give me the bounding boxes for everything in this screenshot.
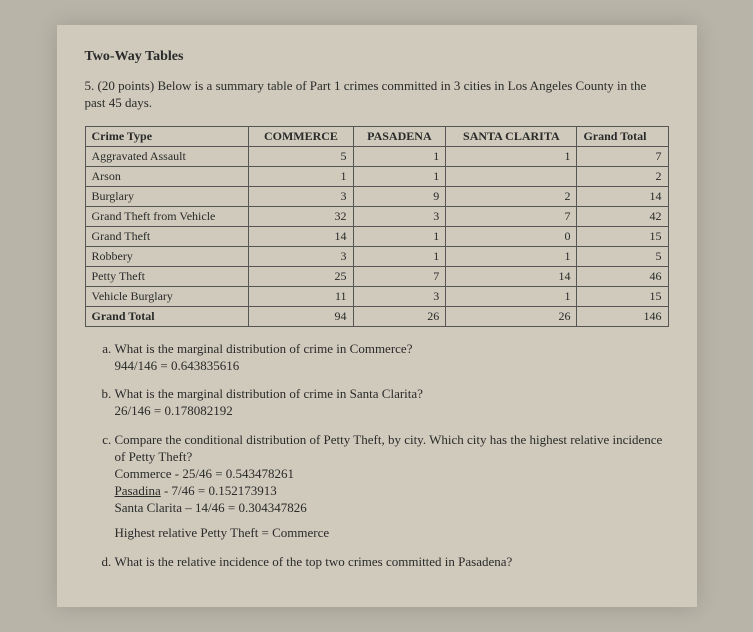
cell: 0 [446,226,577,246]
table-row: Burglary39214 [85,186,668,206]
cell: 7 [353,266,446,286]
cell: 94 [249,306,353,326]
cell: 2 [446,186,577,206]
cell: 14 [577,186,668,206]
q-c-line1: Commerce - 25/46 = 0.543478261 [115,466,669,483]
q-c-line2: Pasadina - 7/46 = 0.152173913 [115,483,669,500]
cell: 5 [577,246,668,266]
cell: 1 [353,246,446,266]
cell: 3 [249,246,353,266]
table-row: Vehicle Burglary113115 [85,286,668,306]
question-a: What is the marginal distribution of cri… [115,341,669,375]
cell: 1 [446,146,577,166]
q-b-answer: 26/146 = 0.178082192 [115,403,669,420]
table-row: Petty Theft2571446 [85,266,668,286]
cell: 14 [249,226,353,246]
cell: 11 [249,286,353,306]
table-row: Grand Theft from Vehicle323742 [85,206,668,226]
cell [446,166,577,186]
q-c-pasadina-rest: - 7/46 = 0.152173913 [161,483,277,498]
col-grand-total: Grand Total [577,126,668,146]
cell: 25 [249,266,353,286]
row-label: Grand Theft [85,226,249,246]
cell: 2 [577,166,668,186]
table-row-total: Grand Total942626146 [85,306,668,326]
question-c: Compare the conditional distribution of … [115,432,669,541]
row-label: Arson [85,166,249,186]
cell: 14 [446,266,577,286]
q-c-result: Highest relative Petty Theft = Commerce [115,525,669,542]
cell: 1 [446,286,577,306]
cell: 3 [249,186,353,206]
row-label: Grand Total [85,306,249,326]
cell: 15 [577,286,668,306]
question-list: What is the marginal distribution of cri… [85,341,669,571]
q-c-pasadina-label: Pasadina [115,483,161,498]
q-a-answer: 944/146 = 0.643835616 [115,358,669,375]
question-prompt: 5. (20 points) Below is a summary table … [85,77,669,112]
cell: 32 [249,206,353,226]
col-crime-type: Crime Type [85,126,249,146]
col-commerce: COMMERCE [249,126,353,146]
q-c-line3: Santa Clarita – 14/46 = 0.304347826 [115,500,669,517]
cell: 1 [353,146,446,166]
table-row: Aggravated Assault5117 [85,146,668,166]
cell: 1 [353,226,446,246]
cell: 15 [577,226,668,246]
cell: 26 [446,306,577,326]
cell: 146 [577,306,668,326]
cell: 3 [353,286,446,306]
col-santa-clarita: SANTA CLARITA [446,126,577,146]
question-d: What is the relative incidence of the to… [115,554,669,571]
cell: 46 [577,266,668,286]
q-a-text: What is the marginal distribution of cri… [115,341,413,356]
col-pasadena: PASADENA [353,126,446,146]
cell: 7 [446,206,577,226]
cell: 3 [353,206,446,226]
question-b: What is the marginal distribution of cri… [115,386,669,420]
cell: 1 [249,166,353,186]
q-b-text: What is the marginal distribution of cri… [115,386,423,401]
row-label: Petty Theft [85,266,249,286]
table-header-row: Crime Type COMMERCE PASADENA SANTA CLARI… [85,126,668,146]
row-label: Burglary [85,186,249,206]
table-row: Arson112 [85,166,668,186]
table-row: Grand Theft141015 [85,226,668,246]
cell: 1 [353,166,446,186]
crime-table: Crime Type COMMERCE PASADENA SANTA CLARI… [85,126,669,327]
row-label: Robbery [85,246,249,266]
cell: 5 [249,146,353,166]
row-label: Aggravated Assault [85,146,249,166]
cell: 9 [353,186,446,206]
cell: 1 [446,246,577,266]
cell: 26 [353,306,446,326]
row-label: Grand Theft from Vehicle [85,206,249,226]
page-title: Two-Way Tables [85,49,669,65]
table-row: Robbery3115 [85,246,668,266]
worksheet-page: Two-Way Tables 5. (20 points) Below is a… [57,25,697,608]
cell: 42 [577,206,668,226]
q-c-text: Compare the conditional distribution of … [115,432,663,464]
cell: 7 [577,146,668,166]
q-d-text: What is the relative incidence of the to… [115,554,513,569]
row-label: Vehicle Burglary [85,286,249,306]
